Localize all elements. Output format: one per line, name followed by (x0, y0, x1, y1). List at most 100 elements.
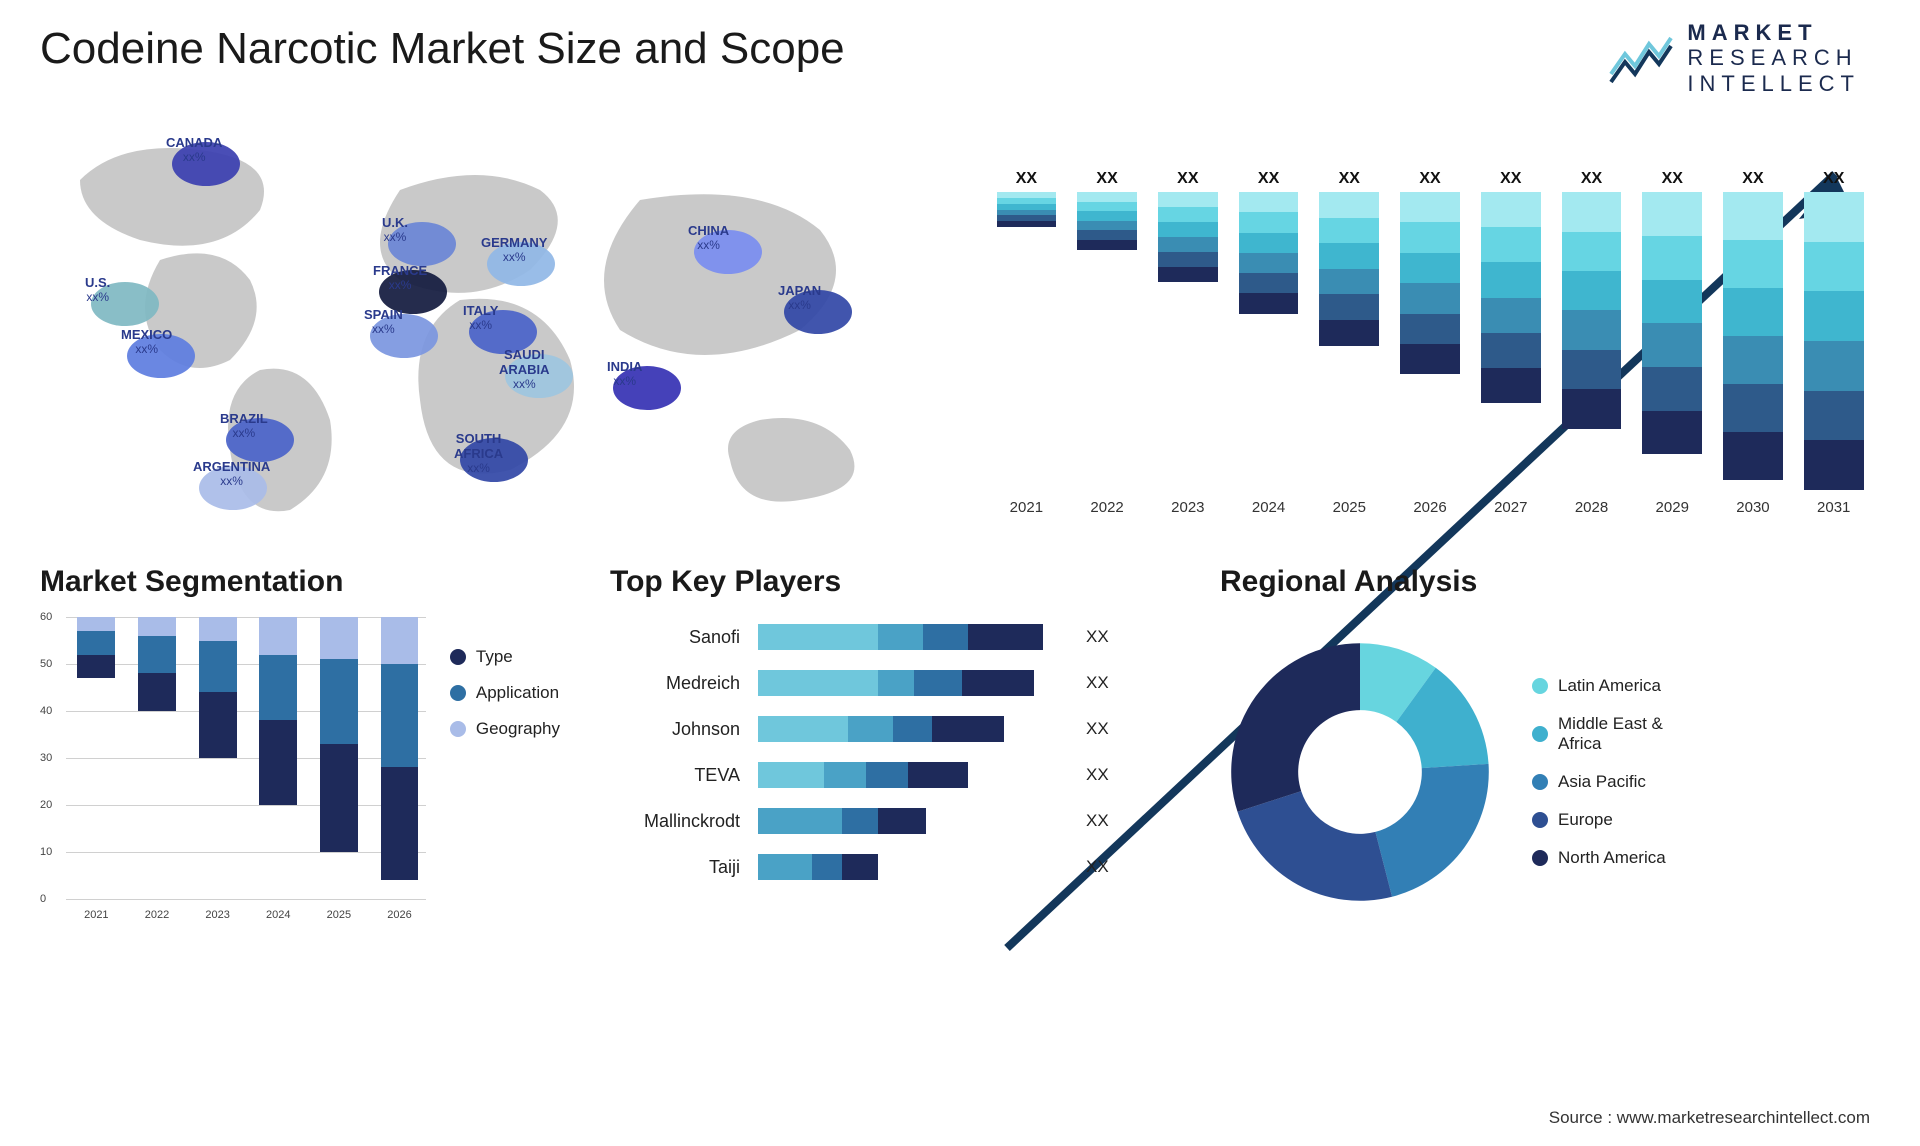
segmentation-title: Market Segmentation (40, 565, 560, 599)
source-attribution: Source : www.marketresearchintellect.com (1549, 1108, 1870, 1128)
legend-dot-icon (1532, 774, 1548, 790)
map-label-china: CHINAxx% (688, 224, 729, 253)
seg-year-label: 2025 (313, 909, 366, 921)
seg-year-label: 2026 (373, 909, 426, 921)
key-players-chart: SanofiXXMedreichXXJohnsonXXTEVAXXMallinc… (610, 617, 1170, 893)
forecast-value-label: XX (1419, 170, 1440, 188)
logo-text-1: MARKET (1687, 20, 1860, 45)
map-label-france: FRANCExx% (373, 264, 427, 293)
forecast-bar-2031: XX2031 (1797, 170, 1870, 490)
logo-text-3: INTELLECT (1687, 71, 1860, 96)
seg-bar-2025: 2025 (313, 617, 366, 899)
forecast-value-label: XX (1258, 170, 1279, 188)
legend-dot-icon (1532, 850, 1548, 866)
forecast-bar-2023: XX2023 (1151, 170, 1224, 490)
seg-ytick: 50 (40, 658, 52, 670)
legend-label: North America (1558, 848, 1666, 868)
key-player-value: XX (1086, 765, 1109, 785)
regional-legend-item: Europe (1532, 810, 1666, 830)
regional-legend-item: North America (1532, 848, 1666, 868)
key-player-name: Taiji (610, 857, 740, 878)
seg-legend-item: Application (450, 683, 560, 703)
forecast-value-label: XX (1339, 170, 1360, 188)
forecast-year-label: 2026 (1394, 499, 1467, 516)
forecast-year-label: 2029 (1636, 499, 1709, 516)
key-player-row: Sanofi XX (610, 617, 1170, 657)
forecast-year-label: 2031 (1797, 499, 1870, 516)
donut-slice (1231, 643, 1360, 812)
legend-dot-icon (1532, 726, 1548, 742)
legend-dot-icon (1532, 812, 1548, 828)
forecast-value-label: XX (1662, 170, 1683, 188)
forecast-year-label: 2023 (1151, 499, 1224, 516)
key-players-title: Top Key Players (610, 565, 1170, 599)
legend-dot-icon (450, 721, 466, 737)
brand-logo: MARKET RESEARCH INTELLECT (1609, 20, 1860, 96)
map-label-brazil: BRAZILxx% (220, 412, 268, 441)
regional-legend-item: Asia Pacific (1532, 772, 1666, 792)
seg-year-label: 2021 (70, 909, 123, 921)
regional-panel: Regional Analysis Latin AmericaMiddle Ea… (1220, 565, 1880, 1086)
seg-year-label: 2024 (252, 909, 305, 921)
forecast-year-label: 2027 (1474, 499, 1547, 516)
forecast-bar-2024: XX2024 (1232, 170, 1305, 490)
map-label-germany: GERMANYxx% (481, 236, 547, 265)
legend-label: Asia Pacific (1558, 772, 1646, 792)
forecast-year-label: 2024 (1232, 499, 1305, 516)
seg-legend-item: Type (450, 647, 560, 667)
key-player-name: Sanofi (610, 627, 740, 648)
map-label-canada: CANADAxx% (166, 136, 222, 165)
regional-legend: Latin America Middle East &Africa Asia Pac… (1532, 676, 1666, 868)
key-player-value: XX (1086, 719, 1109, 739)
seg-ytick: 10 (40, 846, 52, 858)
page-title: Codeine Narcotic Market Size and Scope (40, 24, 845, 74)
key-player-bar (758, 808, 1058, 834)
forecast-year-label: 2030 (1717, 499, 1790, 516)
forecast-bar-2030: XX2030 (1717, 170, 1790, 490)
legend-label: Geography (476, 719, 560, 739)
seg-bar-2023: 2023 (191, 617, 244, 899)
seg-ytick: 0 (40, 893, 46, 905)
forecast-bar-2021: XX2021 (990, 170, 1063, 490)
key-player-value: XX (1086, 627, 1109, 647)
forecast-value-label: XX (1742, 170, 1763, 188)
seg-ytick: 60 (40, 611, 52, 623)
key-player-name: Mallinckrodt (610, 811, 740, 832)
legend-label: Latin America (1558, 676, 1661, 696)
key-player-name: Medreich (610, 673, 740, 694)
map-label-argentina: ARGENTINAxx% (193, 460, 270, 489)
forecast-value-label: XX (1096, 170, 1117, 188)
key-player-row: TEVA XX (610, 755, 1170, 795)
seg-bar-2021: 2021 (70, 617, 123, 899)
key-player-bar (758, 762, 1058, 788)
forecast-year-label: 2022 (1071, 499, 1144, 516)
forecast-bar-2027: XX2027 (1474, 170, 1547, 490)
forecast-bar-2022: XX2022 (1071, 170, 1144, 490)
world-map-panel: CANADAxx%U.S.xx%MEXICOxx%BRAZILxx%ARGENT… (40, 120, 940, 520)
key-player-row: MallinckrodtXX (610, 801, 1170, 841)
key-players-panel: Top Key Players SanofiXXMedreichXXJohnso… (610, 565, 1170, 1086)
forecast-bar-2028: XX2028 (1555, 170, 1628, 490)
key-player-name: TEVA (610, 765, 740, 786)
legend-label: Europe (1558, 810, 1613, 830)
forecast-value-label: XX (1500, 170, 1521, 188)
forecast-value-label: XX (1823, 170, 1844, 188)
legend-dot-icon (450, 649, 466, 665)
regional-legend-item: Middle East &Africa (1532, 714, 1666, 754)
forecast-year-label: 2025 (1313, 499, 1386, 516)
seg-bar-2022: 2022 (131, 617, 184, 899)
legend-label: Middle East &Africa (1558, 714, 1663, 754)
segmentation-legend: Type Application Geography (450, 617, 560, 1086)
segmentation-panel: Market Segmentation 01020304050602021202… (40, 565, 560, 1086)
logo-icon (1609, 30, 1673, 86)
segmentation-chart: 0102030405060202120222023202420252026 (40, 617, 426, 927)
key-player-row: JohnsonXX (610, 709, 1170, 749)
donut-slice (1375, 764, 1488, 897)
regional-legend-item: Latin America (1532, 676, 1666, 696)
legend-dot-icon (1532, 678, 1548, 694)
key-player-bar (758, 716, 1058, 742)
forecast-bar-2026: XX2026 (1394, 170, 1467, 490)
map-label-japan: JAPANxx% (778, 284, 821, 313)
key-player-bar (758, 854, 1058, 880)
key-player-bar (758, 670, 1058, 696)
